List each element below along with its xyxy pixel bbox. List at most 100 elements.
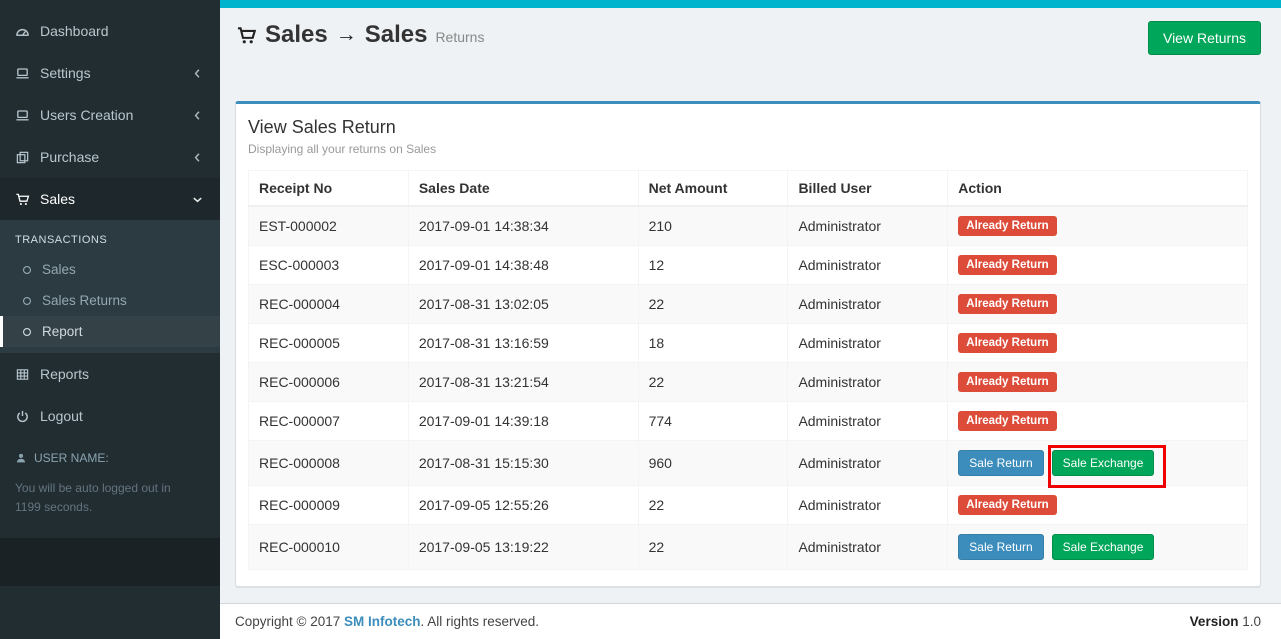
receipt-no-cell: EST-000002: [248, 205, 409, 246]
sidebar-spacer: [0, 538, 220, 587]
sales-return-card: View Sales Return Displaying all your re…: [235, 101, 1261, 587]
sidebar-item-reports[interactable]: Reports: [0, 353, 220, 395]
sale-exchange-button[interactable]: Sale Exchange: [1051, 450, 1155, 476]
card-title: View Sales Return: [248, 117, 396, 137]
sidebar-item-sales[interactable]: Sales: [0, 178, 220, 220]
billed-user-cell: Administrator: [787, 205, 949, 246]
submenu-item-report[interactable]: Report: [0, 316, 220, 347]
breadcrumb: Sales → Sales Returns: [236, 21, 484, 49]
top-accent-strip: [220, 0, 1281, 8]
arrow-right-icon: →: [335, 23, 357, 46]
receipt-no-cell: REC-000009: [248, 485, 409, 525]
card-subtitle: Displaying all your returns on Sales: [248, 142, 437, 156]
sidebar-item-label: Settings: [40, 65, 91, 81]
circle-o-icon: [21, 295, 33, 307]
version-label: Version: [1189, 614, 1239, 629]
column-header-action: Action: [947, 170, 1248, 207]
already-return-badge: Already Return: [958, 294, 1057, 314]
page-title-primary: Sales: [265, 21, 328, 48]
action-wrap: Already Return: [958, 294, 1057, 314]
sale-exchange-button[interactable]: Sale Exchange: [1051, 534, 1155, 560]
copyright-suffix: . All rights reserved.: [420, 614, 540, 629]
action-cell: Already Return: [947, 485, 1248, 525]
sidebar-item-dashboard[interactable]: Dashboard: [0, 10, 220, 52]
sidebar-user-panel: USER NAME: You will be auto logged out i…: [0, 437, 220, 522]
action-wrap: Already Return: [958, 333, 1057, 353]
submenu-item-sales[interactable]: Sales: [0, 254, 220, 285]
action-wrap: Already Return: [958, 216, 1057, 236]
billed-user-cell: Administrator: [787, 245, 949, 285]
billed-user-cell: Administrator: [787, 440, 949, 486]
sales-submenu: TRANSACTIONS Sales Sales Returns: [0, 220, 220, 353]
sidebar-nav: Dashboard Settings Users Creation: [0, 0, 220, 437]
net-amount-cell: 22: [637, 524, 789, 570]
submenu-section-label: TRANSACTIONS: [15, 234, 108, 246]
sales-date-cell: 2017-08-31 13:02:05: [407, 284, 639, 324]
net-amount-cell: 22: [637, 284, 789, 324]
submenu-item-label: Sales: [42, 262, 76, 277]
sales-date-cell: 2017-09-01 14:39:18: [407, 401, 639, 441]
cart-icon: [236, 25, 257, 46]
company-link[interactable]: SM Infotech: [344, 614, 421, 629]
submenu-item-sales-returns[interactable]: Sales Returns: [0, 285, 220, 316]
sidebar-item-label: Logout: [40, 408, 83, 424]
sale-return-button[interactable]: Sale Return: [958, 534, 1044, 560]
receipt-no-cell: REC-000004: [248, 284, 409, 324]
sidebar-item-label: Sales: [40, 191, 76, 207]
billed-user-cell: Administrator: [787, 401, 949, 441]
sidebar-item-logout[interactable]: Logout: [0, 395, 220, 437]
net-amount-cell: 12: [637, 245, 789, 285]
billed-user-cell: Administrator: [787, 362, 949, 402]
action-cell: Already Return: [947, 284, 1248, 324]
receipt-no-cell: ESC-000003: [248, 245, 409, 285]
version-text: Version 1.0: [1190, 614, 1261, 629]
already-return-badge: Already Return: [958, 372, 1057, 392]
submenu-item-label: Report: [42, 324, 83, 339]
action-wrap: Already Return: [958, 255, 1057, 275]
sales-date-cell: 2017-08-31 13:21:54: [407, 362, 639, 402]
sidebar-item-label: Reports: [40, 366, 90, 382]
action-wrap: Already Return: [958, 372, 1057, 392]
table-icon: [15, 367, 30, 382]
sales-table-body: EST-000002 2017-09-01 14:38:34 210 Administ…: [248, 205, 1248, 570]
table-row: REC-000006 2017-08-31 13:21:54 22 Administr…: [248, 362, 1248, 402]
table-row: ESC-000003 2017-09-01 14:38:48 12 Administr…: [248, 245, 1248, 285]
sidebar-item-settings[interactable]: Settings: [0, 52, 220, 94]
user-icon: [15, 452, 27, 464]
already-return-badge: Already Return: [958, 495, 1057, 515]
net-amount-cell: 210: [637, 205, 789, 246]
already-return-badge: Already Return: [958, 333, 1057, 353]
sidebar-item-label: Purchase: [40, 149, 100, 165]
column-header-receipt-no: Receipt No: [248, 170, 409, 207]
sidebar: Dashboard Settings Users Creation: [0, 0, 220, 639]
sidebar-item-purchase[interactable]: Purchase: [0, 136, 220, 178]
net-amount-cell: 22: [637, 485, 789, 525]
copyright-prefix: Copyright © 2017: [235, 614, 345, 629]
already-return-badge: Already Return: [958, 255, 1057, 275]
billed-user-cell: Administrator: [787, 485, 949, 525]
action-cell: Already Return: [947, 245, 1248, 285]
laptop-icon: [15, 66, 30, 81]
table-row: REC-000007 2017-09-01 14:39:18 774 Administ…: [248, 401, 1248, 441]
circle-o-icon: [21, 264, 33, 276]
action-wrap: Sale Exchange: [1047, 445, 1167, 488]
billed-user-cell: Administrator: [787, 524, 949, 570]
sales-date-cell: 2017-08-31 13:16:59: [407, 323, 639, 363]
table-row: REC-000010 2017-09-05 13:19:22 22 Administr…: [248, 524, 1248, 570]
sidebar-item-users-creation[interactable]: Users Creation: [0, 94, 220, 136]
footer: Copyright © 2017 SM Infotech. All rights…: [220, 603, 1281, 639]
column-header-net-amount: Net Amount: [637, 170, 789, 207]
action-wrap: Sale Return: [958, 534, 1044, 560]
already-return-badge: Already Return: [958, 411, 1057, 431]
action-cell: Sale Return Sale Exchange: [947, 524, 1248, 570]
sidebar-item-label: Users Creation: [40, 107, 134, 123]
page-title-sub: Returns: [435, 29, 485, 45]
view-returns-button[interactable]: View Returns: [1147, 21, 1261, 55]
net-amount-cell: 22: [637, 362, 789, 402]
net-amount-cell: 18: [637, 323, 789, 363]
sales-date-cell: 2017-09-01 14:38:34: [407, 205, 639, 246]
content-body: View Sales Return Displaying all your re…: [220, 55, 1281, 603]
sale-return-button[interactable]: Sale Return: [958, 450, 1044, 476]
dashboard-icon: [15, 24, 30, 39]
table-row: REC-000009 2017-09-05 12:55:26 22 Administr…: [248, 485, 1248, 525]
